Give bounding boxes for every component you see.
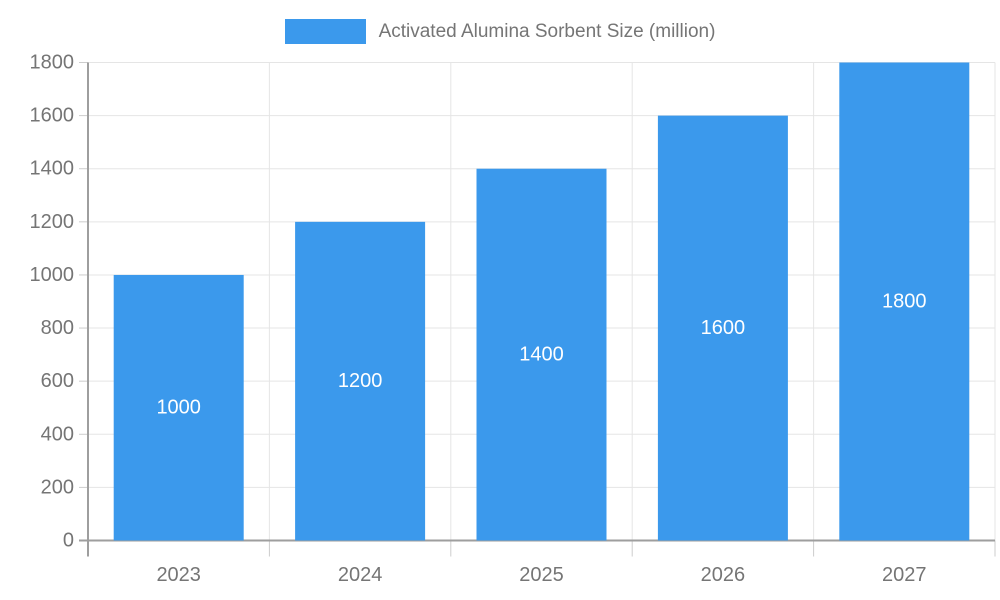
y-tick-label: 600 [41,370,74,392]
y-tick-label: 1000 [30,264,75,286]
bar [476,168,607,541]
y-tick-label: 800 [41,317,74,339]
x-tick-label: 2025 [519,564,564,586]
bar [657,115,788,541]
x-tick-label: 2024 [338,564,383,586]
x-tick-label: 2027 [882,564,927,586]
legend-swatch [284,19,366,44]
legend: Activated Alumina Sorbent Size (million) [0,19,1000,44]
y-tick-label: 0 [63,530,74,552]
bar-value-label: 1800 [882,291,927,313]
y-tick-label: 1800 [30,52,75,74]
bar [839,62,970,541]
x-tick-label: 2026 [701,564,746,586]
bar-value-label: 1000 [156,397,201,419]
legend-label: Activated Alumina Sorbent Size (million) [378,21,716,42]
bar [295,221,426,541]
bar-value-label: 1200 [338,370,383,392]
y-tick-label: 200 [41,476,74,498]
bar-value-label: 1600 [701,317,746,339]
y-tick-label: 1600 [30,105,75,127]
y-tick-label: 1400 [30,158,75,180]
bar-value-label: 1400 [519,344,564,366]
y-tick-label: 400 [41,423,74,445]
bar [113,274,244,541]
x-tick-label: 2023 [156,564,201,586]
y-tick-label: 1200 [30,211,75,233]
